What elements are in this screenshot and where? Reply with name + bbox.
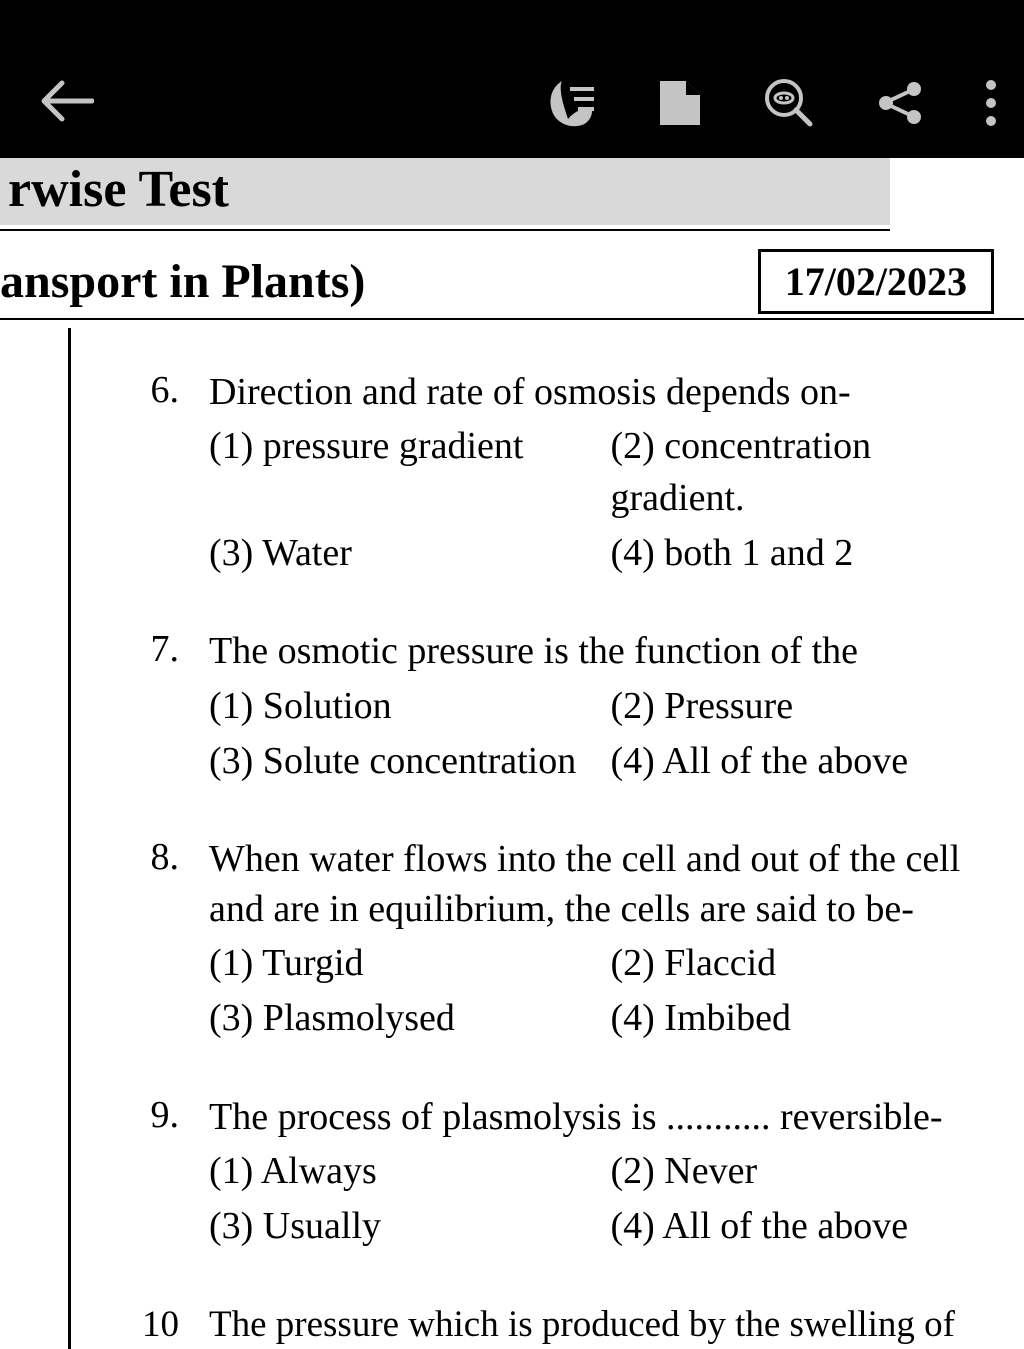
option: (4) All of the above	[611, 1201, 1005, 1252]
page-icon[interactable]	[658, 79, 702, 127]
option: (3) Usually	[209, 1201, 603, 1252]
option: (1) Turgid	[209, 938, 603, 989]
question-text: Direction and rate of osmosis depends on…	[209, 368, 1004, 417]
question-number: 7.	[139, 627, 179, 787]
option: (2) Never	[611, 1146, 1005, 1197]
document-area[interactable]: rwise Test ansport in Plants) 17/02/2023…	[0, 158, 1024, 1221]
question-10-partial: 10 The pressure which is produced by the…	[139, 1301, 1004, 1349]
section-title: ansport in Plants)	[0, 254, 365, 309]
more-icon[interactable]	[986, 80, 996, 126]
question-number: 10	[139, 1301, 179, 1349]
question-text: The process of plasmolysis is ..........…	[209, 1093, 1004, 1142]
date-box: 17/02/2023	[758, 249, 994, 314]
theme-icon[interactable]	[544, 77, 596, 129]
question-8: 8. When water flows into the cell and ou…	[139, 835, 1004, 1044]
section-header: ansport in Plants) 17/02/2023	[0, 231, 1024, 320]
option: (1) pressure gradient	[209, 421, 603, 524]
option: (4) Imbibed	[611, 993, 1005, 1044]
option: (2) concentration gradient.	[611, 421, 1005, 524]
page-header-strip: rwise Test	[0, 158, 890, 225]
option: (4) both 1 and 2	[611, 528, 1005, 579]
share-icon[interactable]	[876, 79, 924, 127]
question-7: 7. The osmotic pressure is the function …	[139, 627, 1004, 787]
option: (3) Plasmolysed	[209, 993, 603, 1044]
questions-container: 6. Direction and rate of osmosis depends…	[68, 328, 1024, 1349]
question-6: 6. Direction and rate of osmosis depends…	[139, 368, 1004, 579]
option: (2) Flaccid	[611, 938, 1005, 989]
question-number: 8.	[139, 835, 179, 1044]
option: (3) Water	[209, 528, 603, 579]
question-text: When water flows into the cell and out o…	[209, 835, 1004, 934]
page-header-text: rwise Test	[8, 161, 229, 218]
option: (3) Solute concentration	[209, 736, 603, 787]
question-number: 9.	[139, 1093, 179, 1253]
question-text: The osmotic pressure is the function of …	[209, 627, 1004, 676]
zoom-out-icon[interactable]	[764, 78, 814, 128]
option: (1) Always	[209, 1146, 603, 1197]
status-bar	[0, 0, 1024, 48]
question-number: 6.	[139, 368, 179, 579]
option: (2) Pressure	[611, 681, 1005, 732]
toolbar	[0, 48, 1024, 158]
option: (4) All of the above	[611, 736, 1005, 787]
question-text-partial: The pressure which is produced by the sw…	[209, 1301, 955, 1349]
back-arrow-icon[interactable]	[40, 79, 94, 123]
option: (1) Solution	[209, 681, 603, 732]
question-9: 9. The process of plasmolysis is .......…	[139, 1093, 1004, 1253]
